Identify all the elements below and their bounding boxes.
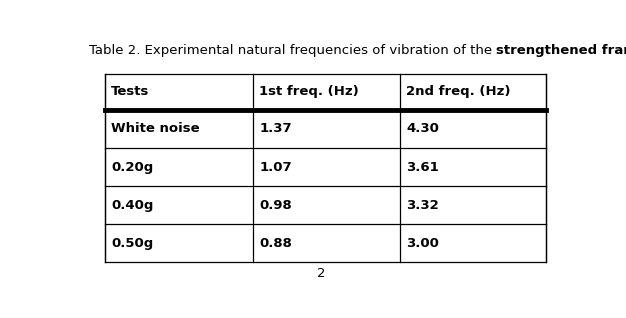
Text: 4.30: 4.30 xyxy=(406,122,439,135)
Text: 1st freq. (Hz): 1st freq. (Hz) xyxy=(259,85,359,98)
Text: 1.07: 1.07 xyxy=(259,161,292,174)
Text: 0.98: 0.98 xyxy=(259,199,292,211)
Text: 3.32: 3.32 xyxy=(406,199,439,211)
Text: 1.37: 1.37 xyxy=(259,122,292,135)
Text: 3.61: 3.61 xyxy=(406,161,439,174)
Text: 2: 2 xyxy=(317,267,325,280)
Text: 3.00: 3.00 xyxy=(406,237,439,250)
Text: White noise: White noise xyxy=(111,122,200,135)
Text: 2nd freq. (Hz): 2nd freq. (Hz) xyxy=(406,85,511,98)
Text: 0.40g: 0.40g xyxy=(111,199,153,211)
Text: 0.20g: 0.20g xyxy=(111,161,153,174)
Text: strengthened frame: strengthened frame xyxy=(496,44,626,57)
Text: 0.88: 0.88 xyxy=(259,237,292,250)
Text: Table 2. Experimental natural frequencies of vibration of the: Table 2. Experimental natural frequencie… xyxy=(89,44,496,57)
Text: Tests: Tests xyxy=(111,85,150,98)
Text: 0.50g: 0.50g xyxy=(111,237,153,250)
